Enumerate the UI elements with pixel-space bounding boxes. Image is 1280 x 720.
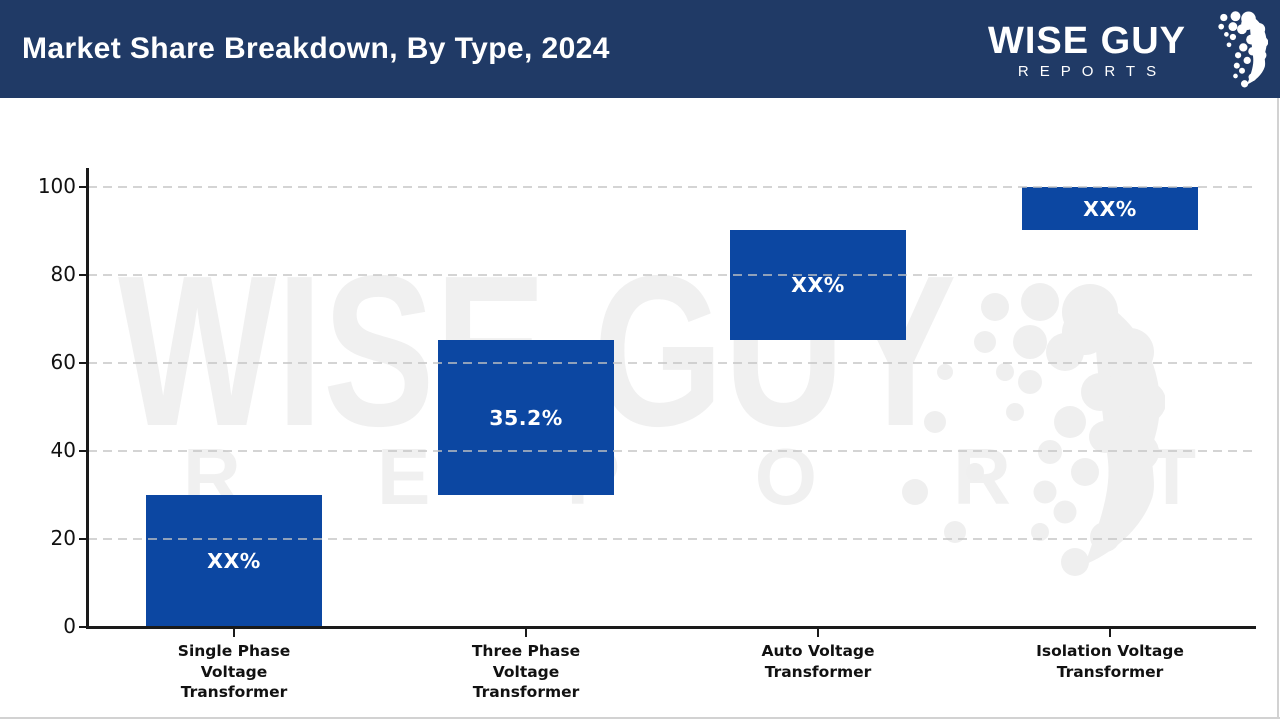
- y-tick-mark-80: [79, 274, 88, 276]
- y-tick-mark-40: [79, 450, 88, 452]
- y-tick-label-80: 80: [50, 262, 76, 286]
- y-tick-mark-60: [79, 362, 88, 364]
- category-label-1: Single Phase Voltage Transformer: [177, 642, 291, 701]
- y-tick-mark-100: [79, 186, 88, 188]
- bar-value-label: XX%: [207, 549, 261, 573]
- y-tick-label-100: 100: [37, 174, 76, 198]
- x-tick-mark-1: [233, 628, 235, 637]
- bar-value-label: XX%: [791, 273, 845, 298]
- y-tick-mark-20: [79, 538, 88, 540]
- x-tick-mark-2: [525, 628, 527, 637]
- gridline-y-80: [88, 274, 1256, 276]
- bar-4: XX%: [1022, 187, 1198, 231]
- x-tick-mark-4: [1109, 628, 1111, 637]
- gridline-y-20: [88, 538, 1256, 540]
- wiseguy-logo: WISE GUY REPORTS: [988, 6, 1268, 94]
- watermark-head-graphic: [902, 283, 1165, 576]
- page-title: Market Share Breakdown, By Type, 2024: [22, 32, 610, 65]
- wiseguy-head-icon: [1218, 11, 1268, 88]
- bar-value-label: XX%: [1083, 196, 1137, 221]
- category-label-2: Three Phase Voltage Transformer: [471, 642, 581, 701]
- logo-subtitle: REPORTS: [1017, 62, 1168, 80]
- category-label-3: Auto Voltage Transformer: [761, 642, 875, 681]
- gridline-y-40: [88, 450, 1256, 452]
- page-bottom-hairline: [0, 717, 1280, 719]
- bar-value-label: 35.2%: [489, 405, 563, 430]
- category-label-4: Isolation Voltage Transformer: [1036, 642, 1184, 681]
- x-tick-mark-3: [817, 628, 819, 637]
- y-tick-label-0: 0: [63, 614, 76, 638]
- bar-3: XX%: [730, 230, 906, 341]
- gridline-y-60: [88, 362, 1256, 364]
- y-tick-mark-0: [79, 626, 88, 628]
- bar-1: XX%: [146, 495, 322, 627]
- wiseguy-logo-text: WISE GUY REPORTS: [988, 21, 1186, 80]
- x-axis-spine: [86, 626, 1256, 629]
- header-band: Market Share Breakdown, By Type, 2024 WI…: [0, 0, 1280, 98]
- page-right-hairline: [1277, 98, 1279, 718]
- logo-wordmark: WISE GUY: [987, 19, 1186, 62]
- bar-2: 35.2%: [438, 340, 614, 495]
- y-tick-label-60: 60: [50, 350, 76, 374]
- gridline-y-100: [88, 186, 1256, 188]
- y-axis-spine: [86, 168, 89, 629]
- y-tick-label-20: 20: [50, 526, 76, 550]
- y-tick-label-40: 40: [50, 438, 76, 462]
